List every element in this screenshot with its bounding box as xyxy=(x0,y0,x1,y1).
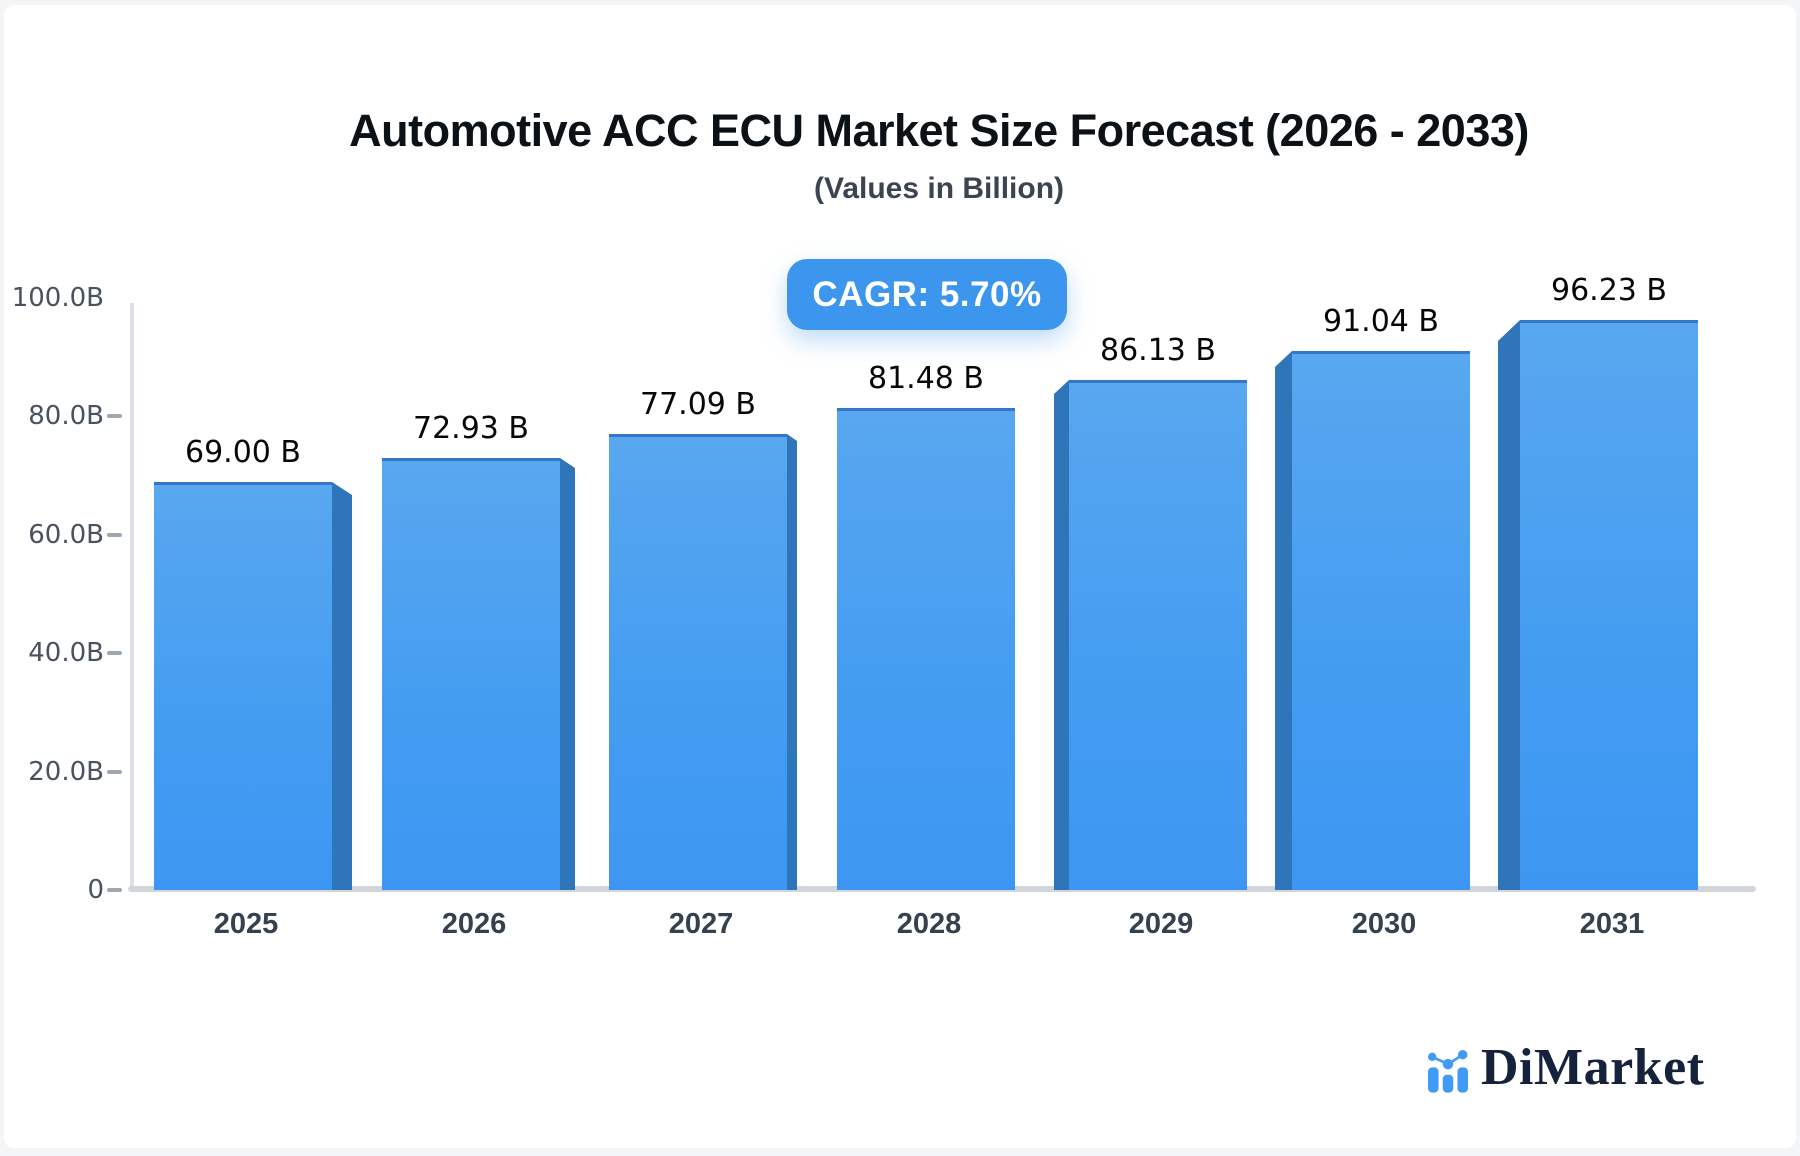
y-axis-tick-mark xyxy=(107,532,122,537)
y-axis-tick-label: 60.0B xyxy=(28,519,104,550)
brand-logo: DiMarket xyxy=(1428,1039,1705,1096)
y-axis-tick-mark xyxy=(107,888,122,892)
bar-3d-side xyxy=(1498,320,1520,890)
x-axis-category-label: 2031 xyxy=(1579,908,1645,940)
plot-area: 100.0B 80.0B 60.0B 40.0B 20.0B 0 69.00 B 2025 72… xyxy=(4,5,1796,1148)
bar xyxy=(1069,380,1247,890)
bar-3d-side xyxy=(787,434,797,890)
bar-value-label: 69.00 B xyxy=(184,435,302,470)
brand-name: DiMarket xyxy=(1481,1039,1705,1096)
bar-value-label: 77.09 B xyxy=(639,387,757,422)
bar-3d-side xyxy=(1275,351,1292,890)
x-axis-category-label: 2030 xyxy=(1351,908,1417,940)
bar-value-label: 86.13 B xyxy=(1099,333,1217,368)
y-axis-tick-label: 20.0B xyxy=(28,756,104,787)
bar xyxy=(609,434,787,890)
chart-card: Automotive ACC ECU Market Size Forecast … xyxy=(4,5,1796,1148)
y-axis-tick-mark xyxy=(107,651,122,656)
cagr-badge: CAGR: 5.70% xyxy=(787,259,1067,330)
bar-value-label: 91.04 B xyxy=(1322,304,1440,339)
x-axis-category-label: 2027 xyxy=(668,908,734,940)
bar xyxy=(837,408,1015,890)
cagr-badge-label: CAGR: 5.70% xyxy=(812,274,1042,314)
x-axis-category-label: 2028 xyxy=(896,908,962,940)
bar-3d-side xyxy=(560,458,575,890)
bar xyxy=(1292,351,1470,890)
bar-3d-side xyxy=(332,482,352,890)
y-axis-tick-label: 40.0B xyxy=(28,638,104,669)
bar-3d-side xyxy=(1054,380,1069,890)
chart-title: Automotive ACC ECU Market Size Forecast … xyxy=(349,105,1529,156)
y-axis-tick-mark xyxy=(107,769,122,774)
bar-line-chart-icon xyxy=(1428,1049,1468,1093)
bar xyxy=(1520,320,1698,890)
chart-subtitle: (Values in Billion) xyxy=(813,172,1065,205)
x-axis-category-label: 2026 xyxy=(441,908,507,940)
bar-value-label: 81.48 B xyxy=(867,361,985,396)
y-axis-line xyxy=(130,303,134,892)
y-axis-tick-label: 100.0B xyxy=(11,283,104,313)
bar-value-label: 72.93 B xyxy=(412,411,530,446)
y-axis-tick-mark xyxy=(107,414,122,419)
bar xyxy=(382,458,560,890)
bar-value-label: 96.23 B xyxy=(1550,273,1668,308)
y-axis-tick-label: 80.0B xyxy=(28,401,104,432)
x-axis-category-label: 2025 xyxy=(213,908,279,940)
y-axis-tick-label: 0 xyxy=(87,875,104,905)
x-axis-category-label: 2029 xyxy=(1128,908,1194,940)
bar xyxy=(154,482,332,890)
